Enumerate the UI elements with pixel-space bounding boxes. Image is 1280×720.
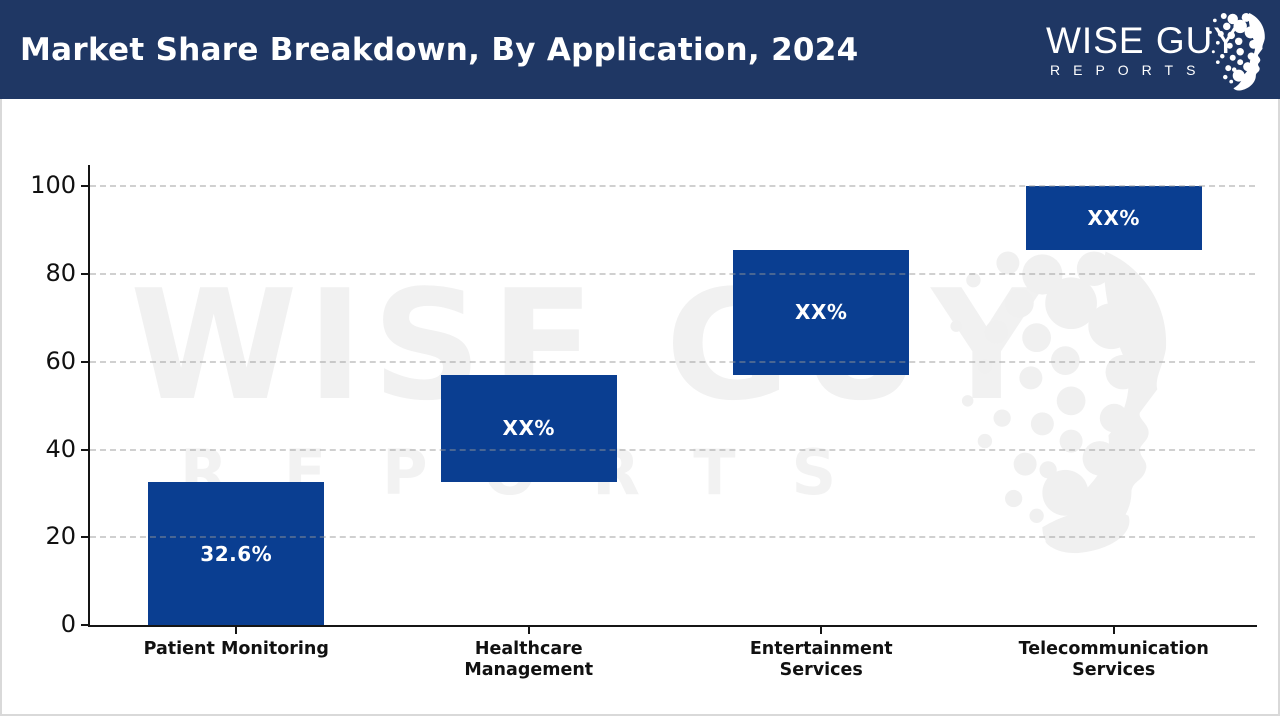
x-category-label: Telecommunication Services [1018, 639, 1209, 680]
x-tick-mark [527, 627, 530, 634]
page-title: Market Share Breakdown, By Application, … [20, 31, 859, 68]
y-tick-mark [81, 536, 88, 539]
y-tick-mark [81, 448, 88, 451]
y-axis-tick-label: 60 [45, 346, 76, 375]
grid-line [90, 448, 1255, 451]
x-axis-line [88, 625, 1257, 627]
y-axis-tick-label: 20 [45, 522, 76, 551]
grid-line [90, 185, 1255, 188]
bar-value-label: XX% [795, 300, 848, 325]
x-category-label: Healthcare Management [464, 639, 594, 680]
x-category-label: Patient Monitoring [143, 639, 329, 659]
y-axis-tick-label: 40 [45, 434, 76, 463]
x-tick-mark [1112, 627, 1115, 634]
y-tick-mark [81, 273, 88, 276]
grid-line [90, 536, 1255, 539]
brand-subname: REPORTS [1050, 62, 1209, 78]
brand-logo-text: WISE GUY REPORTS [1046, 20, 1240, 79]
brand-name: WISE GUY [1046, 20, 1240, 61]
y-tick-mark [81, 624, 88, 626]
bar: XX% [733, 249, 910, 375]
y-tick-mark [81, 360, 88, 363]
bar: XX% [1025, 186, 1202, 250]
bar: XX% [440, 374, 617, 482]
dotted-head-icon [1208, 12, 1265, 91]
bar-value-label: 32.6% [200, 541, 273, 566]
chart-canvas: WISE GUY REPORTS 02040608010032.6%Patien… [0, 99, 1280, 716]
bar-value-label: XX% [502, 416, 555, 441]
x-tick-mark [820, 627, 823, 634]
x-category-label: Entertainment Services [749, 639, 893, 680]
brand-logo: WISE GUY REPORTS [1010, 8, 1270, 94]
y-axis-line [88, 165, 90, 627]
y-axis-tick-label: 80 [45, 259, 76, 288]
bar: 32.6% [148, 482, 325, 625]
watermark-head-icon [950, 251, 1167, 554]
grid-line [90, 360, 1255, 363]
y-axis-tick-label: 0 [60, 610, 76, 638]
plot-area: WISE GUY REPORTS 02040608010032.6%Patien… [2, 99, 1278, 714]
grid-line [90, 273, 1255, 276]
y-axis-tick-label: 100 [30, 171, 76, 200]
bar-value-label: XX% [1087, 206, 1140, 231]
x-tick-mark [235, 627, 238, 634]
y-tick-mark [81, 185, 88, 188]
header-bar: Market Share Breakdown, By Application, … [0, 0, 1280, 99]
